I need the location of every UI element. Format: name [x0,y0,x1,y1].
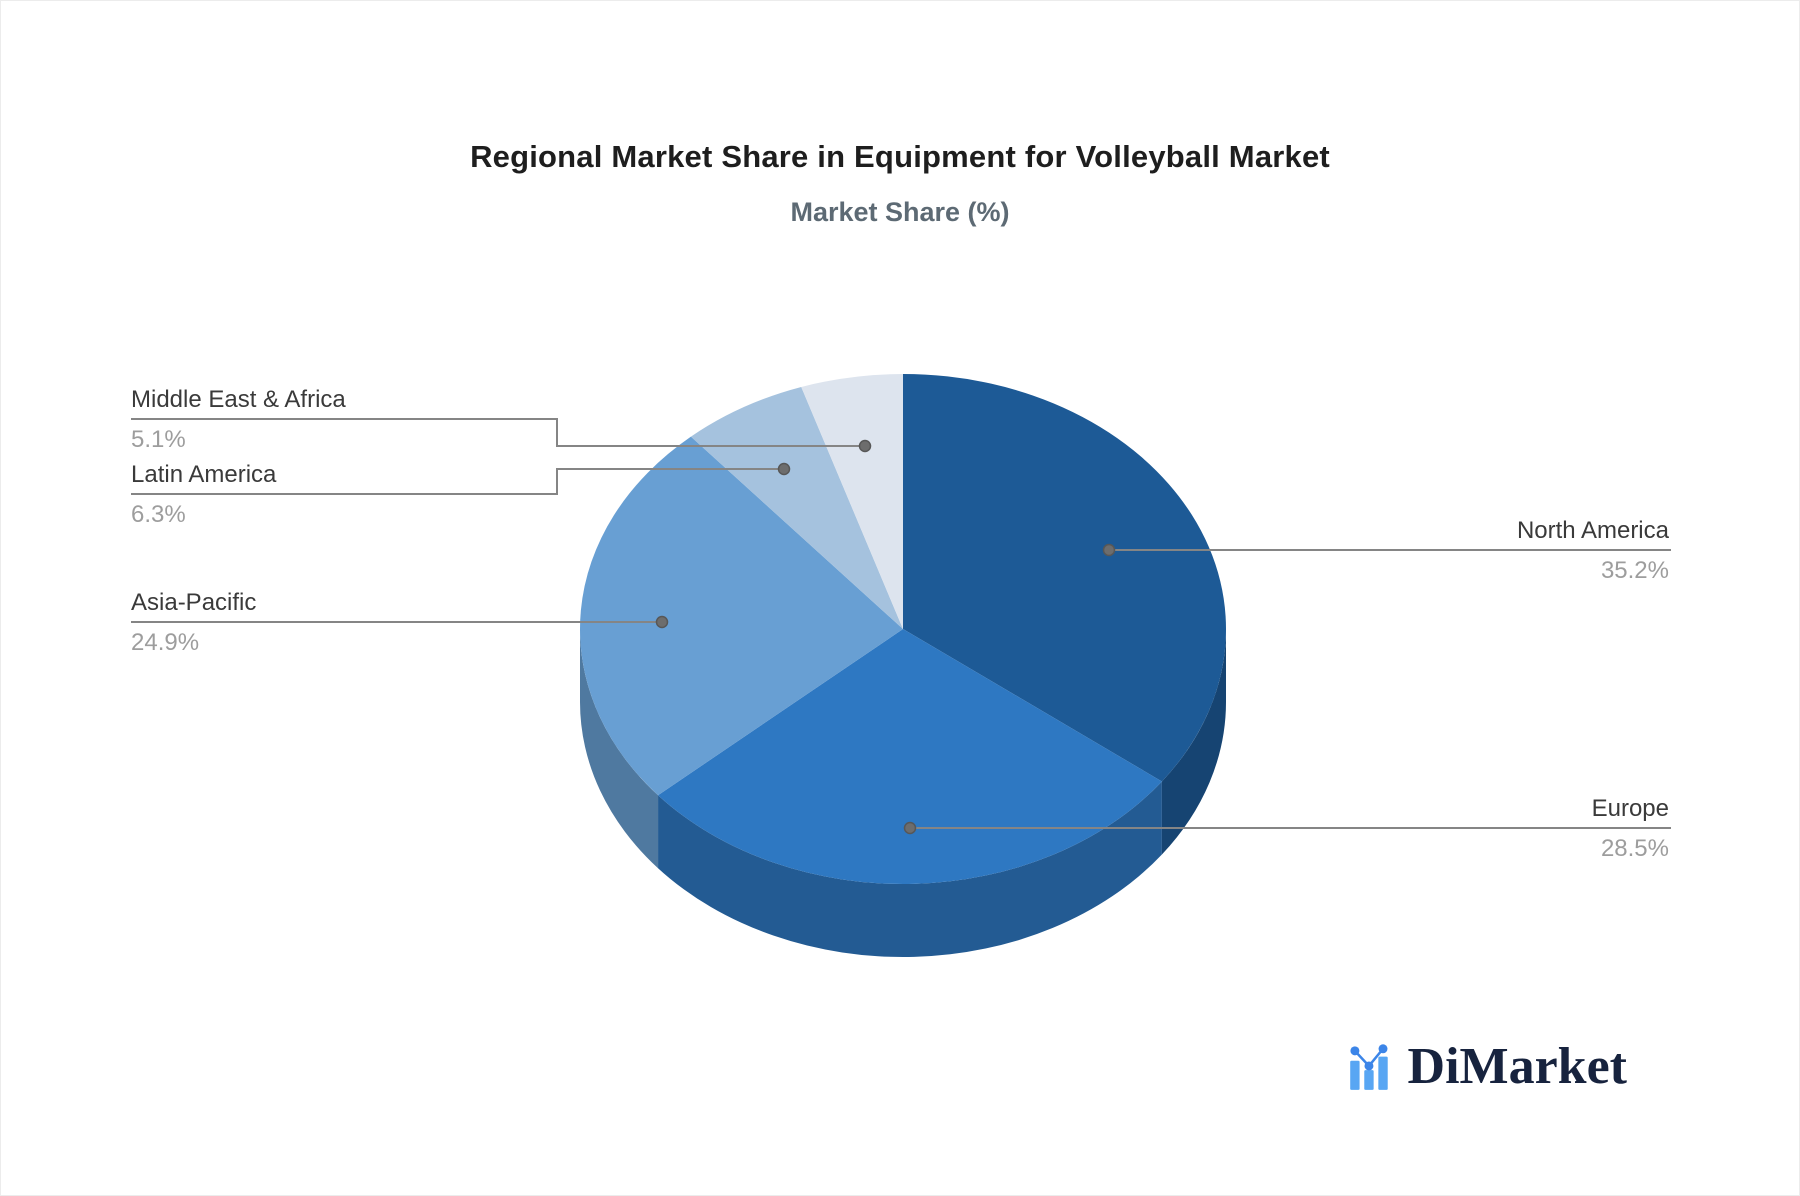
pie-slice-side-north-america [1161,629,1226,855]
pct-latin-america: 6.3% [131,501,186,528]
label-asia-pacific: Asia-Pacific [131,589,257,616]
pie-slice-europe[interactable] [658,629,1162,885]
pie-slice-middle-east-africa[interactable] [801,374,903,629]
label-north-america: North America [1516,517,1669,544]
pct-asia-pacific: 24.9% [131,629,200,656]
leader-dot-asia-pacific [655,615,669,629]
pie-slice-north-america[interactable] [903,374,1227,782]
leader-dot-europe [903,821,917,835]
chart-subtitle: Market Share (%) [790,197,1010,227]
leader-line-latin-america [131,468,784,495]
pie-slice-side-asia-pacific [580,629,659,869]
chart-title: Regional Market Share in Equipment for V… [470,139,1330,174]
leader-dot-north-america [1102,543,1116,557]
label-europe: Europe [1591,795,1669,822]
pie-slice-side-europe [658,781,1162,957]
leader-dot-middle-east-africa [858,439,872,453]
pie-slice-latin-america[interactable] [690,386,903,629]
bar-chart-icon [1349,1044,1388,1090]
pct-middle-east-africa: 5.1% [131,426,186,453]
leader-line-middle-east-africa [131,418,865,447]
label-middle-east-africa: Middle East & Africa [131,386,346,413]
brand-logo: DiMarket [1346,1041,1627,1093]
brand-name: DiMarket [1407,1038,1627,1095]
pct-europe: 28.5% [1600,835,1669,862]
label-latin-america: Latin America [131,461,277,488]
leader-dot-latin-america [777,462,791,476]
pct-north-america: 35.2% [1600,557,1669,584]
pie-slice-asia-pacific[interactable] [579,436,903,796]
